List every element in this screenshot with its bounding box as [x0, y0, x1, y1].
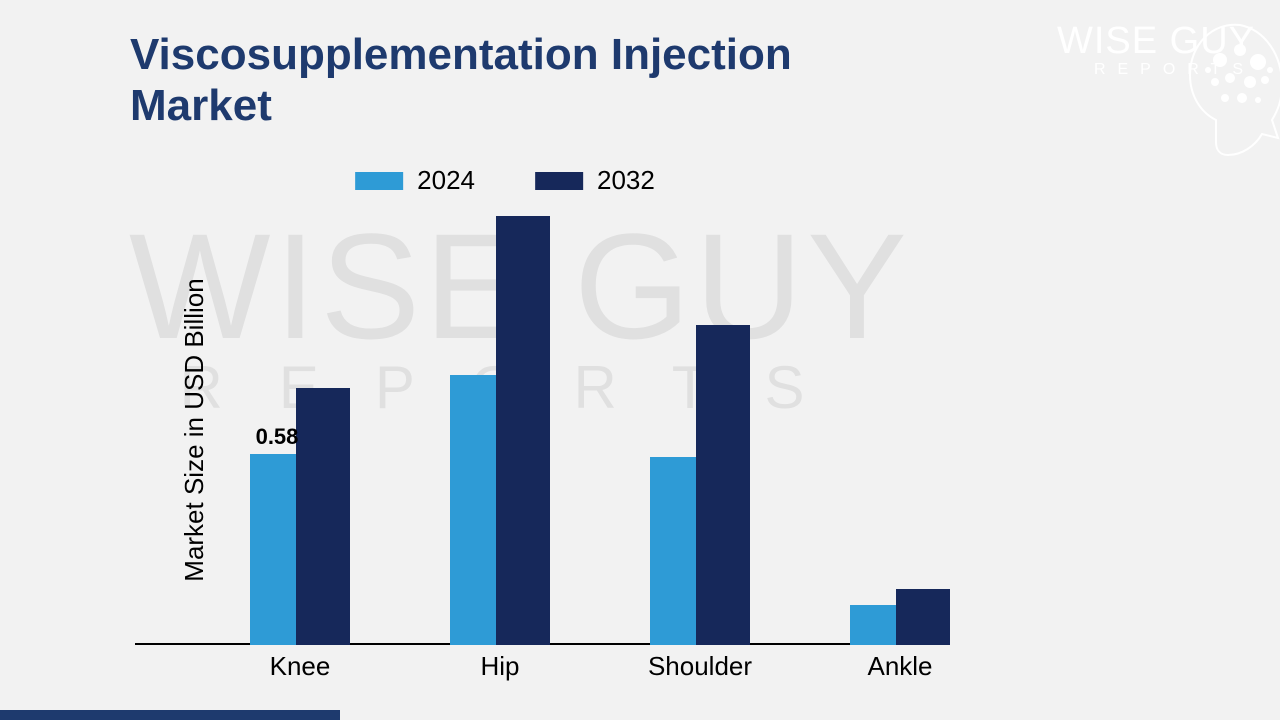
- bar-chart: Market Size in USD Billion 2024 2032 Kne…: [55, 170, 955, 690]
- plot-area: KneeHipShoulderAnkle0.58: [135, 200, 925, 645]
- content-layer: Viscosupplementation Injection Market WI…: [0, 0, 1280, 720]
- brand-logo: WISE GUY REPORTS: [1057, 20, 1255, 79]
- bar-2032: [496, 216, 550, 645]
- footer-accent-bar: [0, 710, 340, 720]
- legend-swatch-2024: [355, 172, 403, 190]
- bar-group: Shoulder: [620, 325, 780, 645]
- bar-group: Ankle: [820, 589, 980, 645]
- page-root: Viscosupplementation Injection Market WI…: [0, 0, 1280, 720]
- x-tick-label: Knee: [270, 651, 331, 682]
- legend-swatch-2032: [535, 172, 583, 190]
- legend-item-2024: 2024: [355, 165, 475, 196]
- bar-2032: [896, 589, 950, 645]
- legend-label-2024: 2024: [417, 165, 475, 196]
- legend-label-2032: 2032: [597, 165, 655, 196]
- chart-title: Viscosupplementation Injection Market: [130, 30, 810, 131]
- brand-logo-sub: REPORTS: [1057, 61, 1255, 79]
- bar-group: Knee: [220, 388, 380, 645]
- bar-2032: [296, 388, 350, 645]
- brand-logo-main: WISE GUY: [1057, 20, 1255, 63]
- bar-value-label: 0.58: [256, 424, 299, 450]
- legend-item-2032: 2032: [535, 165, 655, 196]
- bar-2032: [696, 325, 750, 645]
- bar-group: Hip: [420, 216, 580, 645]
- x-tick-label: Ankle: [867, 651, 932, 682]
- x-tick-label: Shoulder: [648, 651, 752, 682]
- x-tick-label: Hip: [480, 651, 519, 682]
- legend: 2024 2032: [355, 165, 655, 196]
